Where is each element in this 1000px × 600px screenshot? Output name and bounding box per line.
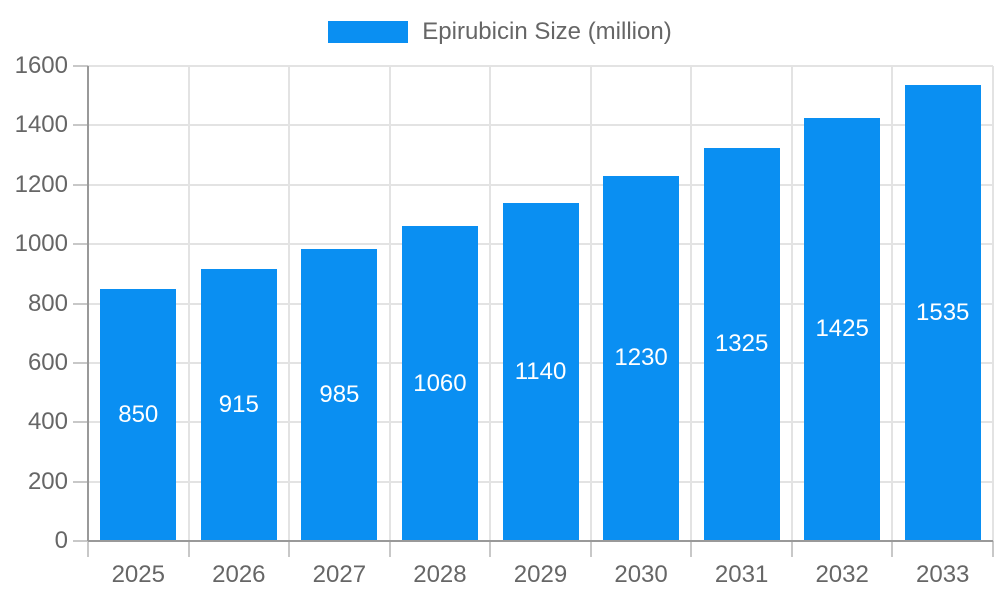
x-axis-tick (589, 541, 592, 557)
y-axis-tick (73, 243, 88, 246)
y-axis-tick (73, 183, 88, 186)
y-axis-line (87, 66, 89, 541)
y-axis-tick (73, 65, 88, 67)
x-axis-label: 2026 (212, 561, 266, 588)
gridline-vertical (489, 66, 492, 541)
y-axis-label: 600 (27, 348, 68, 376)
bar-value-label: 1325 (714, 330, 769, 358)
bar[interactable] (703, 147, 780, 541)
bar[interactable] (200, 269, 277, 541)
x-axis-label: 2032 (815, 561, 869, 588)
x-axis-label: 2025 (111, 561, 165, 588)
gridline-vertical (187, 66, 190, 541)
y-axis-label: 200 (27, 467, 68, 495)
bar-value-label: 985 (319, 380, 360, 408)
x-axis-tick (690, 541, 693, 557)
gridline-vertical (891, 66, 894, 541)
x-axis-label: 2027 (312, 561, 367, 588)
bar-value-label: 1060 (413, 369, 467, 397)
x-axis-label: 2030 (614, 561, 668, 588)
y-axis-label: 0 (54, 527, 68, 554)
y-axis-tick (73, 361, 88, 364)
bar-value-label: 1425 (815, 315, 869, 343)
x-axis-tick (489, 541, 492, 557)
legend-swatch (328, 21, 409, 43)
gridline-horizontal (88, 65, 993, 67)
gridline-vertical (790, 66, 793, 541)
gridline-vertical (589, 66, 592, 541)
y-axis-tick (73, 540, 88, 542)
x-axis-line (88, 540, 993, 542)
bar-value-label: 850 (118, 400, 159, 428)
bar[interactable] (100, 288, 177, 541)
x-axis-label: 2028 (413, 561, 467, 588)
gridline-vertical (992, 66, 994, 541)
y-axis-tick (73, 124, 88, 127)
x-axis-label: 2031 (714, 561, 769, 588)
x-axis-label: 2029 (513, 561, 568, 588)
gridline-horizontal (88, 183, 993, 186)
y-axis-label: 1400 (14, 111, 68, 139)
legend[interactable]: Epirubicin Size (million) (0, 18, 1000, 46)
y-axis-label: 1600 (14, 52, 68, 79)
y-axis-label: 1200 (14, 170, 68, 198)
bar[interactable] (401, 226, 478, 541)
bar[interactable] (603, 175, 680, 541)
y-axis-label: 400 (27, 408, 68, 436)
gridline-vertical (288, 66, 291, 541)
bar[interactable] (301, 248, 378, 541)
x-axis-tick (288, 541, 291, 557)
gridline-vertical (690, 66, 693, 541)
bar-value-label: 915 (218, 391, 259, 419)
y-axis-label: 800 (27, 289, 68, 317)
y-axis-tick (73, 480, 88, 483)
x-axis-tick (187, 541, 190, 557)
x-axis-tick (891, 541, 894, 557)
bar[interactable] (502, 202, 579, 541)
x-axis-tick (87, 541, 89, 557)
bar-value-label: 1140 (514, 357, 567, 385)
x-axis-label: 2033 (916, 561, 970, 588)
legend-label: Epirubicin Size (million) (422, 18, 672, 45)
gridline-horizontal (88, 124, 993, 127)
x-axis-tick (790, 541, 793, 557)
bar-value-label: 1535 (916, 299, 970, 327)
bar[interactable] (804, 117, 881, 541)
x-axis-tick (992, 541, 994, 557)
y-axis-tick (73, 302, 88, 305)
x-axis-tick (388, 541, 391, 557)
y-axis-tick (73, 421, 88, 424)
y-axis-label: 1000 (14, 230, 68, 258)
bar-value-label: 1230 (614, 344, 668, 372)
gridline-vertical (388, 66, 391, 541)
bar[interactable] (904, 85, 981, 541)
